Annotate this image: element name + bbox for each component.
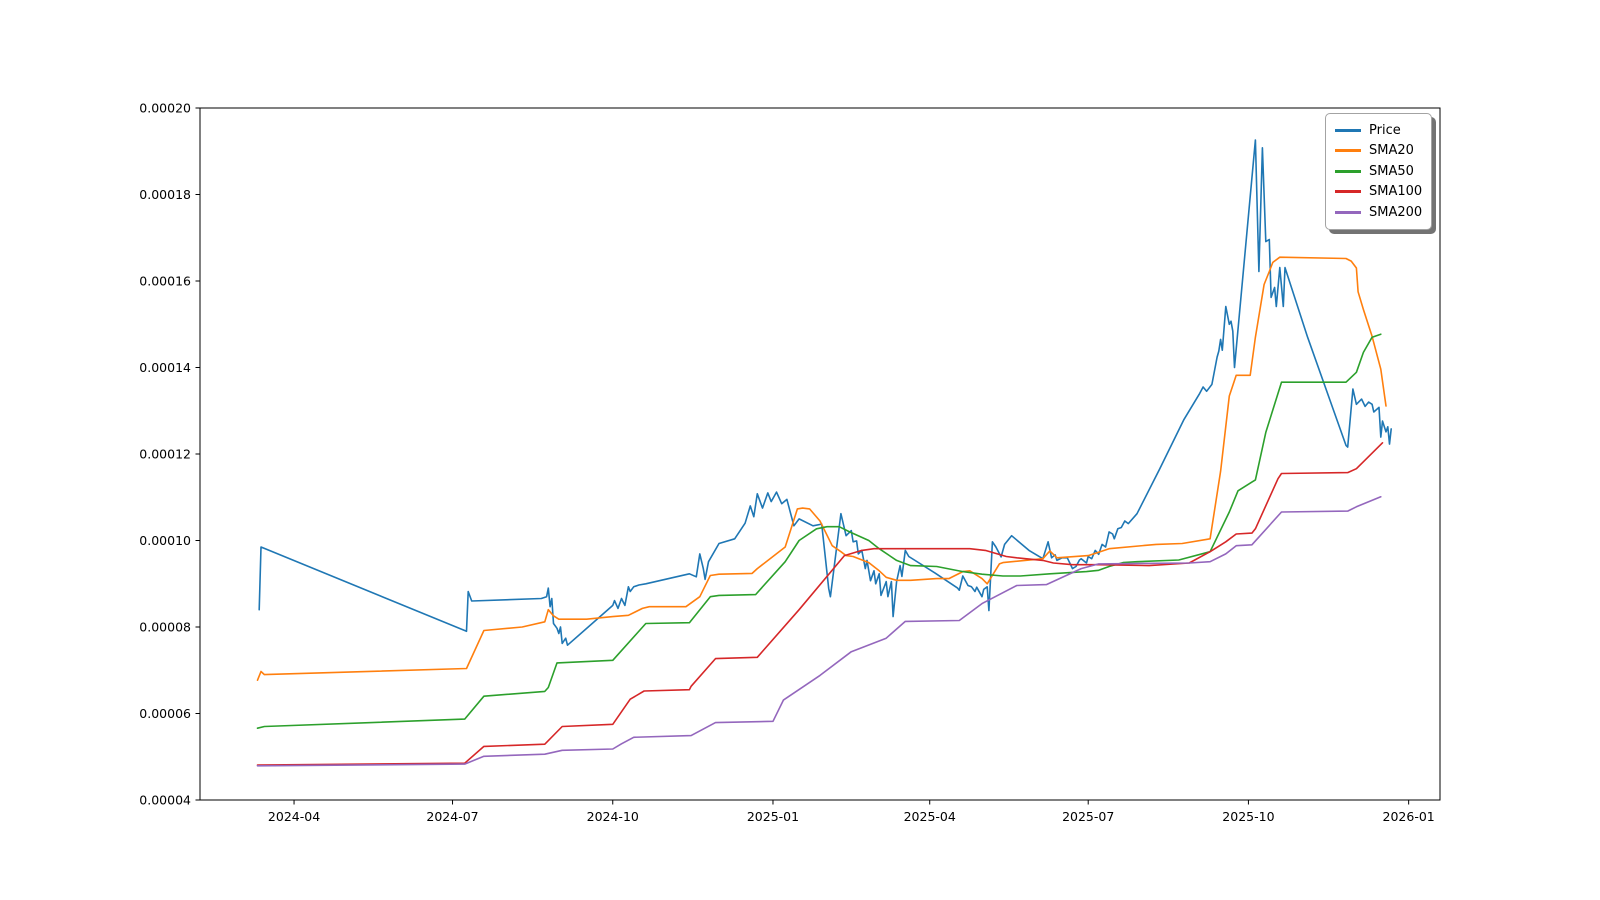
legend: Price SMA20 SMA50 SMA100 SMA200: [1325, 113, 1433, 230]
legend-item-sma100: SMA100: [1335, 182, 1422, 203]
x-tick-label: 2024-07: [426, 809, 478, 824]
series-line-sma20: [256, 256, 1387, 682]
series-line-sma100: [256, 441, 1384, 766]
x-tick-label: 2025-07: [1062, 809, 1114, 824]
x-tick-label: 2024-04: [268, 809, 320, 824]
legend-line-sample: [1335, 190, 1361, 194]
y-tick-label: 0.00012: [139, 446, 191, 461]
legend-line-sample: [1335, 149, 1361, 153]
legend-label: SMA100: [1369, 184, 1423, 200]
x-tick-label: 2025-04: [904, 809, 956, 824]
legend-item-sma20: SMA20: [1335, 141, 1422, 162]
y-tick-label: 0.00014: [139, 360, 191, 375]
legend-item-sma200: SMA200: [1335, 202, 1422, 223]
legend-label: SMA50: [1369, 163, 1414, 179]
legend-label: Price: [1369, 122, 1401, 138]
legend-line-sample: [1335, 169, 1361, 173]
legend-label: SMA20: [1369, 143, 1414, 159]
series-line-sma200: [256, 495, 1382, 767]
legend-item-price: Price: [1335, 120, 1422, 141]
y-tick-label: 0.00018: [139, 187, 191, 202]
y-tick-label: 0.00004: [139, 792, 191, 807]
x-tick-label: 2024-10: [587, 809, 639, 824]
y-tick-label: 0.00016: [139, 273, 191, 288]
series-line-price: [258, 139, 1392, 647]
y-tick-label: 0.00010: [139, 533, 191, 548]
x-tick-label: 2025-10: [1222, 809, 1274, 824]
y-tick-label: 0.00020: [139, 100, 191, 115]
y-tick-label: 0.00008: [139, 619, 191, 634]
legend-line-sample: [1335, 128, 1361, 132]
legend-line-sample: [1335, 210, 1361, 214]
axes-spines: [199, 107, 1441, 801]
legend-label: SMA200: [1369, 204, 1423, 220]
legend-item-sma50: SMA50: [1335, 161, 1422, 182]
series-line-sma50: [256, 333, 1382, 730]
y-tick-label: 0.00006: [139, 706, 191, 721]
x-tick-label: 2025-01: [747, 809, 799, 824]
x-tick-label: 2026-01: [1383, 809, 1435, 824]
